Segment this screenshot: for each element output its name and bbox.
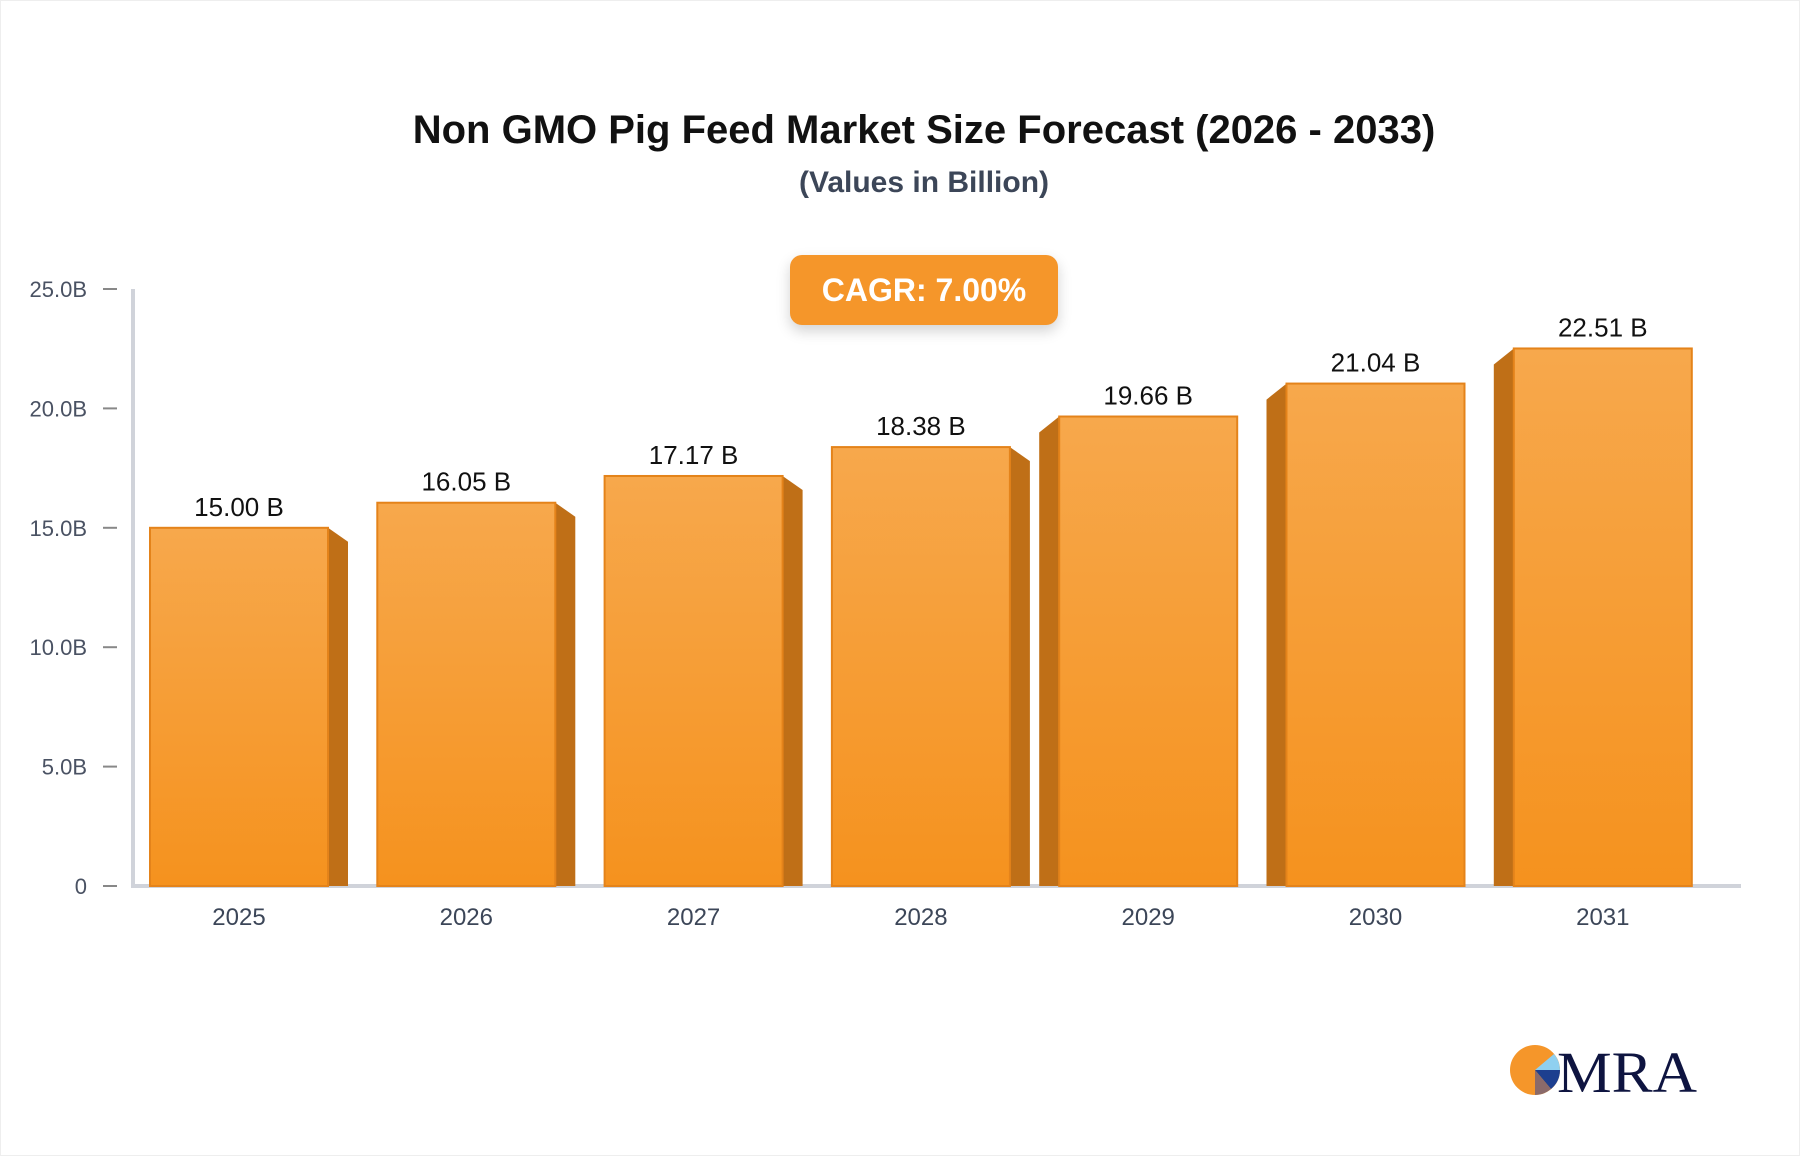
bar-value-label: 18.38 B [876,411,966,441]
x-tick-label: 2031 [1576,904,1629,931]
bar-side [1493,348,1514,887]
x-tick-label: 2026 [440,904,493,931]
y-tick-label: 0 [75,874,87,899]
bar-value-label: 15.00 B [194,492,284,522]
y-tick-label: 20.0B [30,396,88,421]
x-tick-label: 2029 [1122,904,1175,931]
bar [376,501,557,887]
bar [1285,382,1466,887]
bar-side [328,527,348,886]
bar [1058,415,1239,887]
bar-side [555,502,576,886]
y-tick-label: 10.0B [30,635,88,660]
bar-value-label: 16.05 B [421,467,511,497]
bar-side [782,475,803,886]
x-tick-label: 2025 [212,904,265,931]
bar [149,526,329,887]
bar [1512,347,1693,888]
bar-side [1039,416,1060,886]
bar [603,474,784,887]
bar-value-label: 19.66 B [1103,381,1193,411]
chart-title: Non GMO Pig Feed Market Size Forecast (2… [412,108,1436,152]
bar [830,446,1011,887]
x-tick-label: 2027 [667,904,720,931]
bar-side [1009,447,1030,886]
bar-value-label: 21.04 B [1331,348,1421,378]
y-tick-label: 25.0B [30,277,88,302]
x-tick-label: 2028 [894,904,947,931]
y-tick-label: 15.0B [30,516,88,541]
bar-side [1266,383,1287,886]
cagr-badge: CAGR: 7.00% [790,255,1058,325]
mra-logo: MRA [1505,1040,1705,1100]
svg-text:MRA: MRA [1557,1040,1697,1100]
chart-subtitle: (Values in Billion) [798,166,1050,199]
bar-value-label: 17.17 B [649,440,739,470]
x-tick-label: 2030 [1349,904,1402,931]
bar-value-label: 22.51 B [1558,312,1648,342]
y-tick-label: 5.0B [42,755,87,780]
